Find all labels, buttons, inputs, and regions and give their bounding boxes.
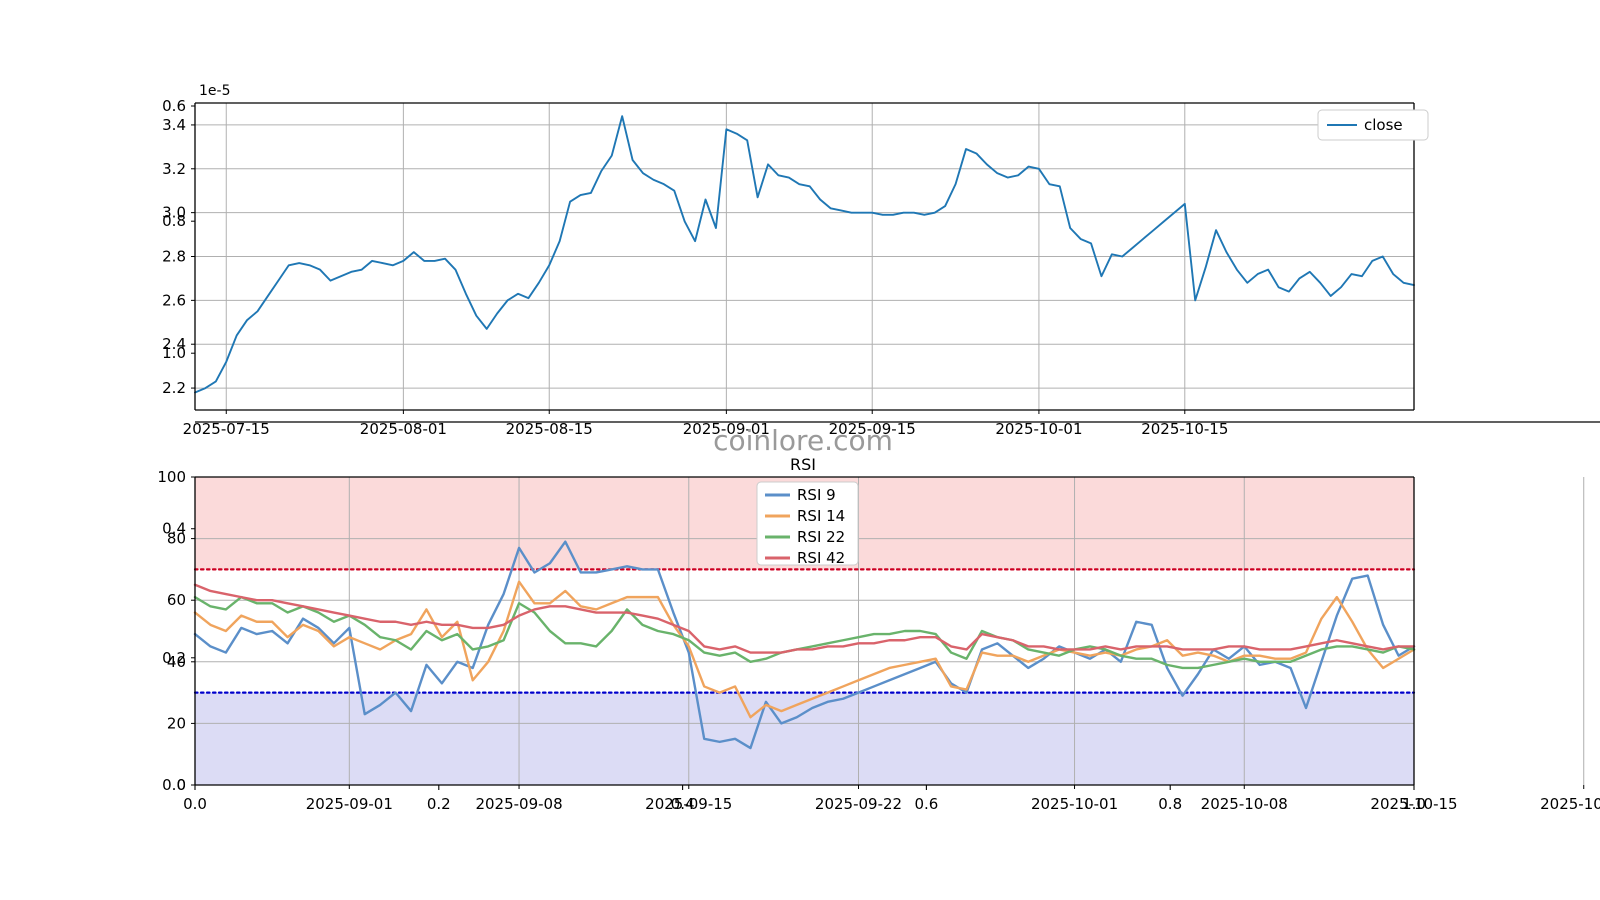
price-legend-box (1317, 109, 1429, 141)
rsi-y-tick-label: 80 (167, 530, 186, 548)
rsi-x-overlay-tick-label: 0.8 (1158, 795, 1182, 813)
rsi-line-rsi-9 (193, 540, 1416, 750)
price-chart-axes: 2.2 2.4 2.6 2.8 3.0 3.2 3.4 1.0 0.8 0.6 2025-07-15… (162, 83, 1600, 438)
rsi-panel-title: RSI (790, 455, 816, 474)
price-y-overlay-tick-label: 0.6 (162, 97, 186, 115)
price-legend[interactable]: close (1317, 109, 1429, 141)
price-legend-label-close: close (1364, 116, 1403, 134)
rsi-y-tick-label: 100 (157, 468, 186, 486)
rsi-x-tick-label: 2025-09-22 (815, 795, 902, 813)
rsi-y-overlay-tick-label: 0.0 (162, 776, 186, 794)
price-x-tick-label: 2025-10-01 (995, 420, 1082, 438)
price-y-tick-label: 2.2 (162, 379, 186, 397)
rsi-x-tick-label: 2025-10-01 (1031, 795, 1118, 813)
price-y-overlay-tick-label: 0.8 (162, 212, 186, 230)
rsi-y-tick-label: 60 (167, 591, 186, 609)
rsi-x-tick-label: 2025-10-22 (1540, 795, 1600, 813)
price-x-tick-label: 2025-09-01 (683, 420, 770, 438)
rsi-y-tick-label: 0 (176, 776, 186, 794)
price-y-offset-text: 1e-5 (199, 83, 230, 99)
price-x-tick-label: 2025-08-01 (360, 420, 447, 438)
rsi-legend-box (756, 481, 859, 566)
rsi-legend-label-rsi-22: RSI 22 (797, 528, 845, 546)
price-y-tick-label: 3.4 (162, 116, 186, 134)
rsi-x-tick-label: 2025-09-01 (306, 795, 393, 813)
price-x-tick-label: 2025-07-15 (183, 420, 270, 438)
rsi-x-tick-label: 2025-10-15 (1370, 795, 1457, 813)
rsi-legend[interactable]: RSI 9 RSI 14 RSI 22 RSI 42 (756, 481, 859, 567)
rsi-x-tick-label: 2025-09-08 (475, 795, 562, 813)
rsi-line-rsi-42 (193, 583, 1416, 654)
rsi-line-rsi-22 (193, 595, 1416, 670)
price-y-overlay-tick-label: 1.0 (162, 344, 186, 362)
price-y-tick-label: 3.2 (162, 160, 186, 178)
rsi-oversold-band (195, 692, 1414, 785)
rsi-x-overlay-tick-label: 0.6 (914, 795, 938, 813)
watermark-coinlore: coinlore.com (713, 424, 893, 457)
rsi-chart-axes: 0 20 40 60 80 100 0.0 0.2 0.4 2025-09-01 2025-09-0… (157, 455, 1600, 813)
price-line-close (194, 115, 1415, 394)
price-y-tick-label: 2.4 (162, 335, 186, 353)
rsi-legend-label-rsi-9: RSI 9 (797, 486, 836, 504)
price-y-tick-label: 2.6 (162, 291, 186, 309)
price-y-tick-label: 2.8 (162, 248, 186, 266)
rsi-y-tick-label: 40 (167, 653, 186, 671)
rsi-x-overlay-tick-label: 0.4 (671, 795, 695, 813)
price-y-tick-label: 3.0 (162, 204, 186, 222)
rsi-y-overlay-tick-label: 0.4 (162, 520, 186, 538)
rsi-x-overlay-tick-label: 1.0 (1402, 795, 1426, 813)
rsi-y-tick-label: 20 (167, 714, 186, 732)
rsi-legend-label-rsi-14: RSI 14 (797, 507, 845, 525)
rsi-x-overlay-tick-label: 0.0 (183, 795, 207, 813)
rsi-y-overlay-tick-label: 0.2 (162, 649, 186, 667)
price-x-tick-label: 2025-08-15 (506, 420, 593, 438)
rsi-line-rsi-14 (193, 580, 1416, 719)
rsi-x-tick-label: 2025-10-08 (1201, 795, 1288, 813)
price-x-tick-label: 2025-09-15 (829, 420, 916, 438)
rsi-legend-label-rsi-42: RSI 42 (797, 549, 845, 567)
rsi-x-tick-label: 2025-09-15 (645, 795, 732, 813)
price-x-tick-label: 2025-10-15 (1141, 420, 1228, 438)
rsi-x-overlay-tick-label: 0.2 (427, 795, 451, 813)
